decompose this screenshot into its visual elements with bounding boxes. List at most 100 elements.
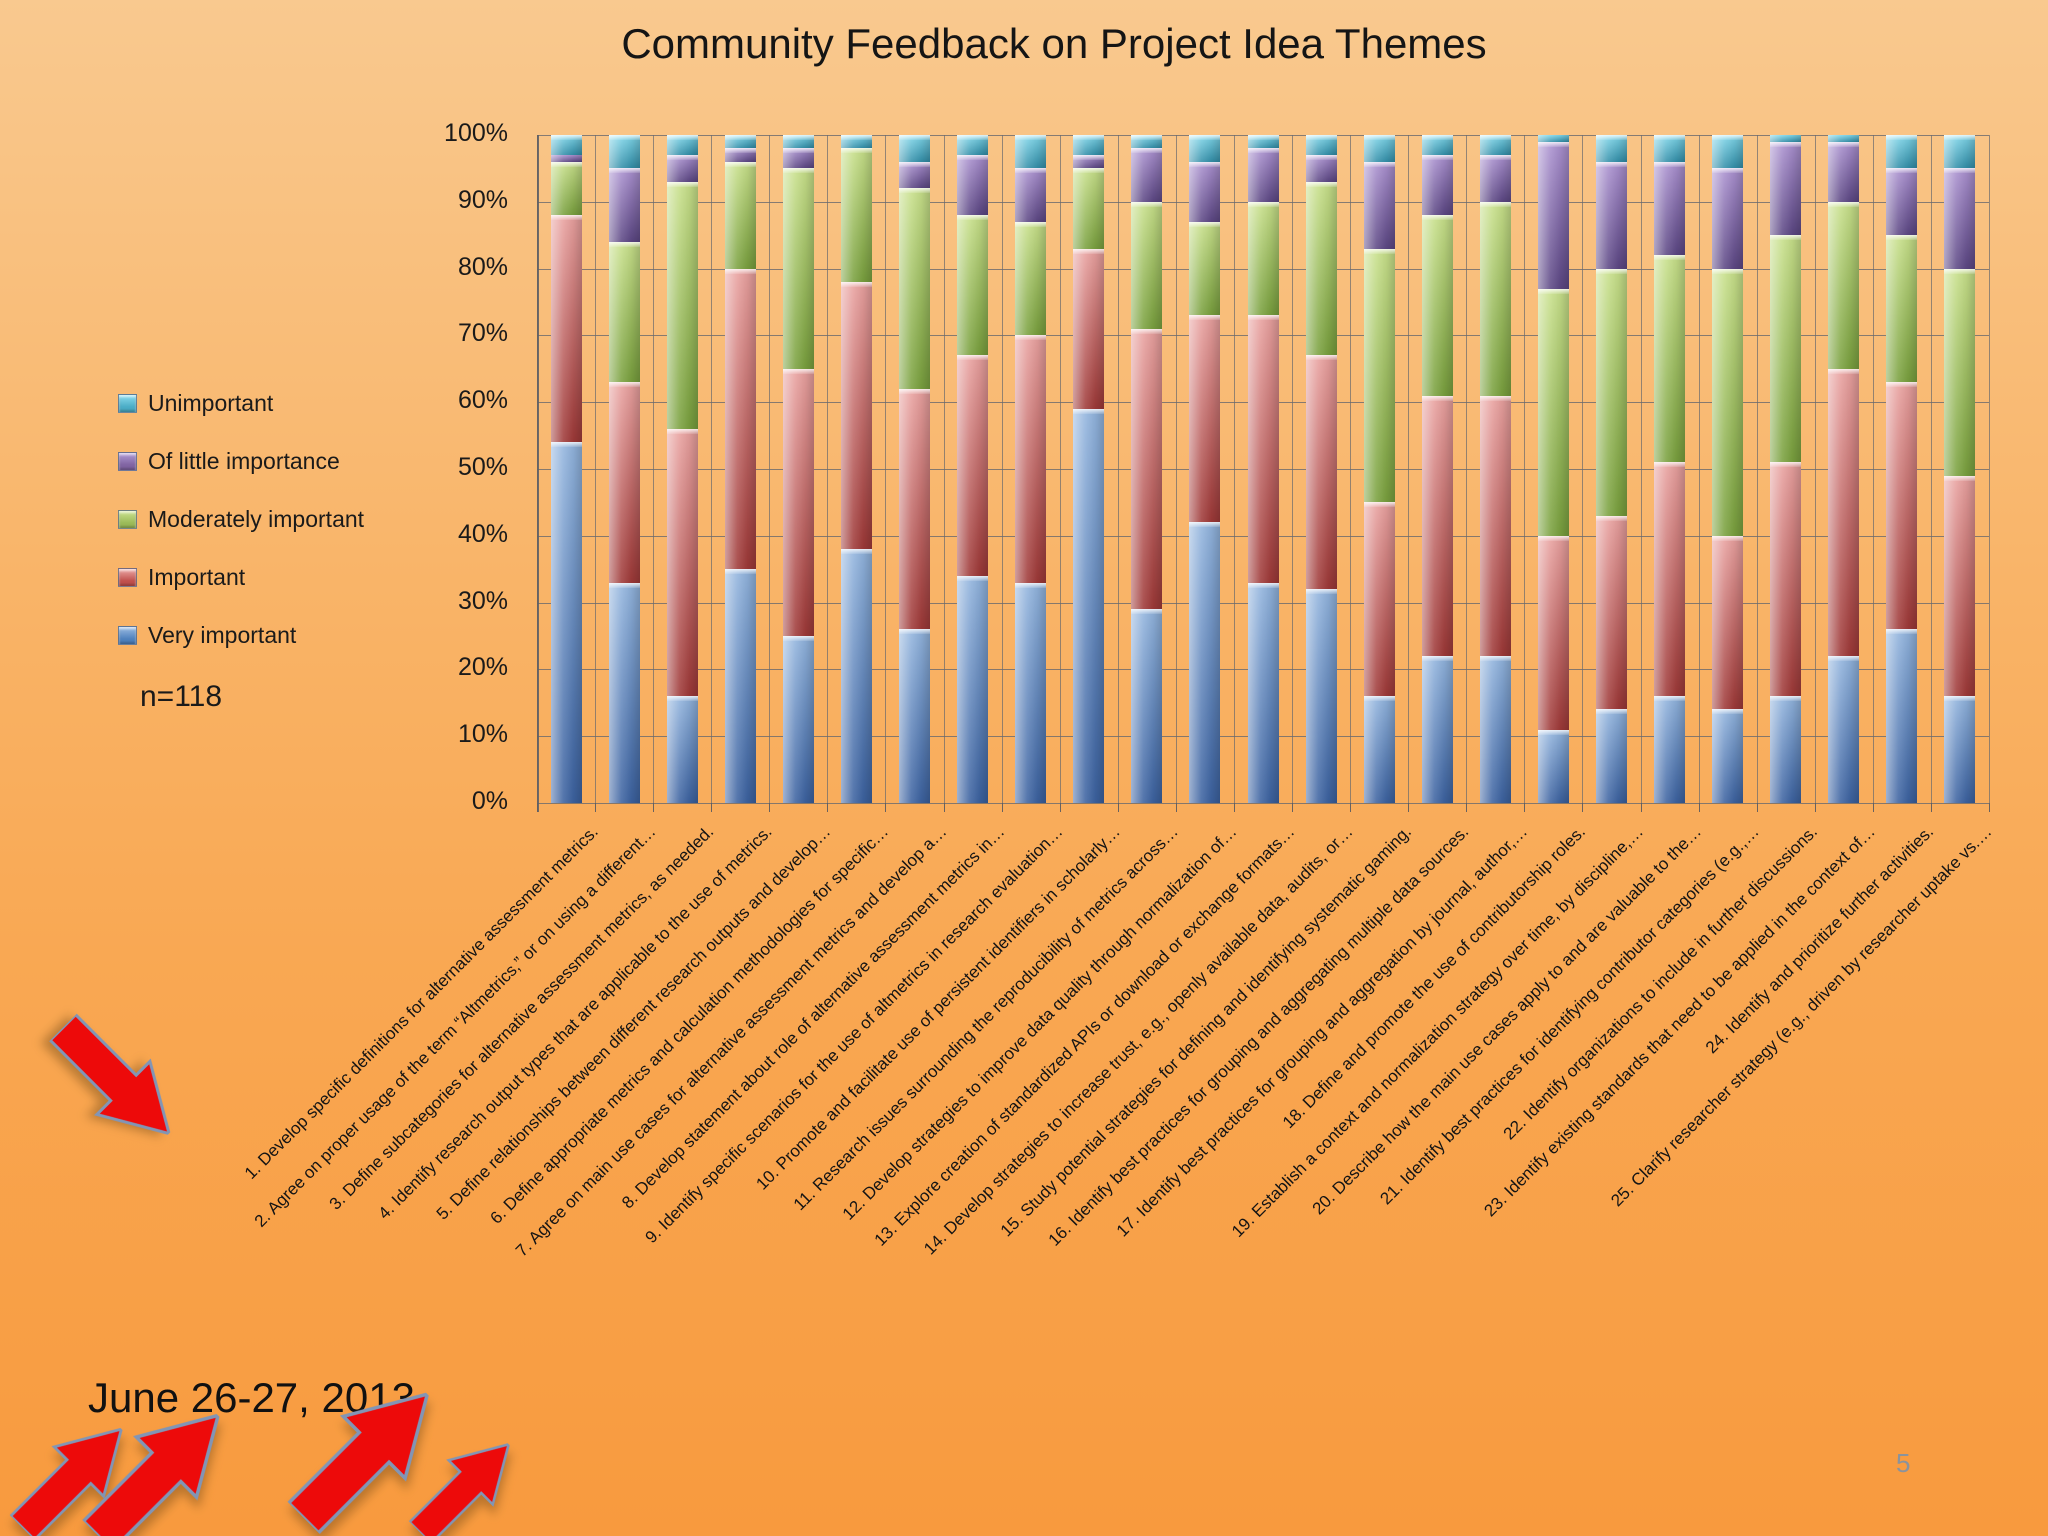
bar-segment [1886, 629, 1918, 803]
gridline [653, 135, 654, 803]
bar-segment [550, 161, 582, 216]
red-arrow-icon [63, 1380, 253, 1536]
gridline [1757, 135, 1758, 803]
bar-segment [1131, 135, 1163, 149]
bar-segment [608, 168, 640, 242]
axis-tick [1524, 803, 1525, 812]
bar-segment [1189, 315, 1221, 523]
gridline [944, 135, 945, 803]
red-arrow-icon [268, 1358, 464, 1536]
axis-tick [1989, 803, 1990, 812]
legend-swatch-icon [118, 451, 137, 471]
axis-tick [1466, 803, 1467, 812]
bar-segment [1305, 589, 1337, 803]
bar-19 [1595, 135, 1627, 803]
chart-title: Community Feedback on Project Idea Theme… [621, 20, 1487, 67]
bar-segment [1537, 141, 1569, 289]
legend-item: Unimportant [118, 374, 364, 432]
legend-swatch-icon [118, 509, 137, 529]
y-axis-label: 80% [457, 252, 508, 281]
bar-segment [899, 629, 931, 803]
gridline [1466, 135, 1467, 803]
y-axis-label: 10% [457, 720, 508, 749]
bar-segment [1247, 148, 1279, 202]
bar-segment [899, 161, 931, 189]
legend-label: Important [148, 563, 246, 590]
bar-14 [1305, 135, 1337, 803]
bar-3 [666, 135, 698, 803]
axis-tick [1757, 803, 1758, 812]
axis-tick [595, 803, 596, 812]
bar-segment [1363, 161, 1395, 249]
bar-segment [1015, 135, 1047, 169]
red-arrow-icon [394, 1418, 534, 1536]
bar-segment [899, 188, 931, 389]
bar-segment [1073, 408, 1105, 803]
x-axis-label: 8. Develop statement about role of alter… [617, 822, 1009, 1213]
bar-segment [1537, 288, 1569, 536]
gridline [1582, 135, 1583, 803]
red-arrow-icon [0, 1400, 150, 1536]
bar-segment [782, 135, 814, 149]
bar-segment [1073, 248, 1105, 409]
bar-segment [608, 241, 640, 383]
bar-6 [840, 135, 872, 803]
bar-segment [957, 355, 989, 576]
bar-segment [1015, 221, 1047, 336]
bar-segment [1712, 135, 1744, 169]
legend-item: Very important [118, 606, 364, 664]
bar-segment [1479, 201, 1511, 396]
bar-13 [1247, 135, 1279, 803]
legend: Unimportant Of little importance Moderatel… [118, 374, 364, 664]
bar-23 [1828, 135, 1860, 803]
bar-9 [1015, 135, 1047, 803]
bar-segment [1595, 268, 1627, 516]
bar-segment [782, 368, 814, 636]
bar-segment [724, 268, 756, 570]
bar-segment [1712, 168, 1744, 269]
bar-segment [1828, 141, 1860, 202]
bar-segment [1189, 161, 1221, 222]
gridline [827, 135, 828, 803]
axis-tick [1873, 803, 1874, 812]
bar-segment [1886, 135, 1918, 169]
bar-segment [840, 281, 872, 550]
bar-segment [1363, 696, 1395, 803]
bar-segment [608, 135, 640, 169]
bar-segment [1828, 201, 1860, 369]
bar-segment [1944, 168, 1976, 269]
bar-segment [1479, 155, 1511, 202]
gridline [1060, 135, 1061, 803]
legend-swatch-icon [118, 393, 137, 413]
bar-segment [1131, 328, 1163, 610]
gridline [1292, 135, 1293, 803]
bar-24 [1886, 135, 1918, 803]
bar-2 [608, 135, 640, 803]
bar-segment [1595, 135, 1627, 162]
bar-segment [957, 155, 989, 216]
sample-size-label: n=118 [140, 680, 223, 713]
bar-segment [899, 388, 931, 630]
gridline [1699, 135, 1700, 803]
gridline [1408, 135, 1409, 803]
axis-tick [827, 803, 828, 812]
plot-area [537, 135, 1990, 812]
bar-11 [1131, 135, 1163, 803]
y-axis-label: 50% [457, 453, 508, 481]
bar-segment [1654, 255, 1686, 463]
bar-segment [1015, 335, 1047, 583]
bar-segment [724, 161, 756, 269]
legend-label: Of little importance [148, 447, 340, 474]
bar-segment [1247, 315, 1279, 583]
bar-segment [1073, 168, 1105, 249]
legend-label: Unimportant [148, 389, 274, 416]
bar-5 [782, 135, 814, 803]
gridline [1176, 135, 1177, 803]
legend-item: Important [118, 548, 364, 606]
gridline [1002, 135, 1003, 803]
page-number: 5 [1896, 1448, 1911, 1478]
bar-segment [1886, 382, 1918, 630]
bar-segment [608, 382, 640, 583]
bar-segment [1944, 475, 1976, 697]
bar-segment [1305, 135, 1337, 156]
